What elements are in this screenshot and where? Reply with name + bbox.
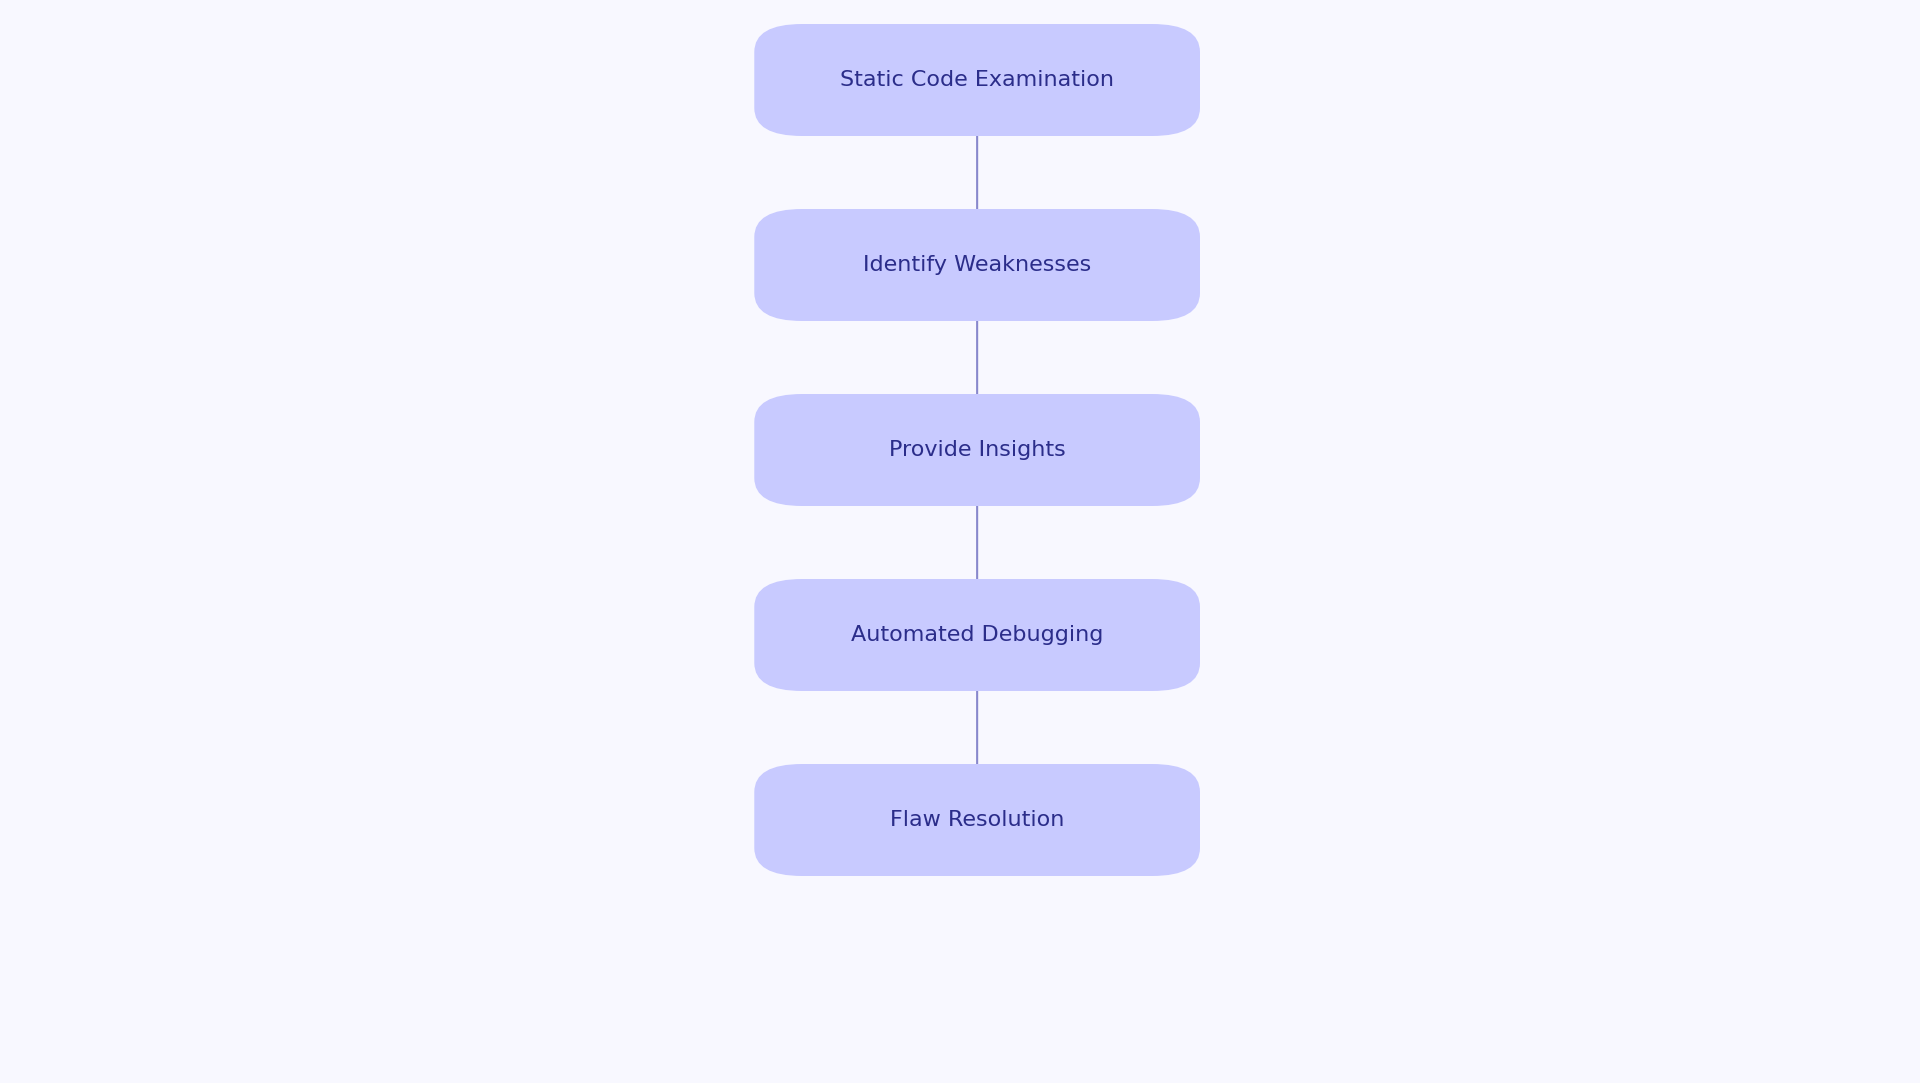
Text: Static Code Examination: Static Code Examination [841,70,1114,90]
Text: Provide Insights: Provide Insights [889,440,1066,460]
Text: Identify Weaknesses: Identify Weaknesses [862,255,1091,275]
FancyBboxPatch shape [755,24,1200,136]
Text: Automated Debugging: Automated Debugging [851,625,1104,645]
FancyBboxPatch shape [755,764,1200,876]
FancyBboxPatch shape [755,394,1200,506]
Text: Flaw Resolution: Flaw Resolution [891,810,1064,830]
FancyBboxPatch shape [755,209,1200,321]
FancyBboxPatch shape [755,579,1200,691]
